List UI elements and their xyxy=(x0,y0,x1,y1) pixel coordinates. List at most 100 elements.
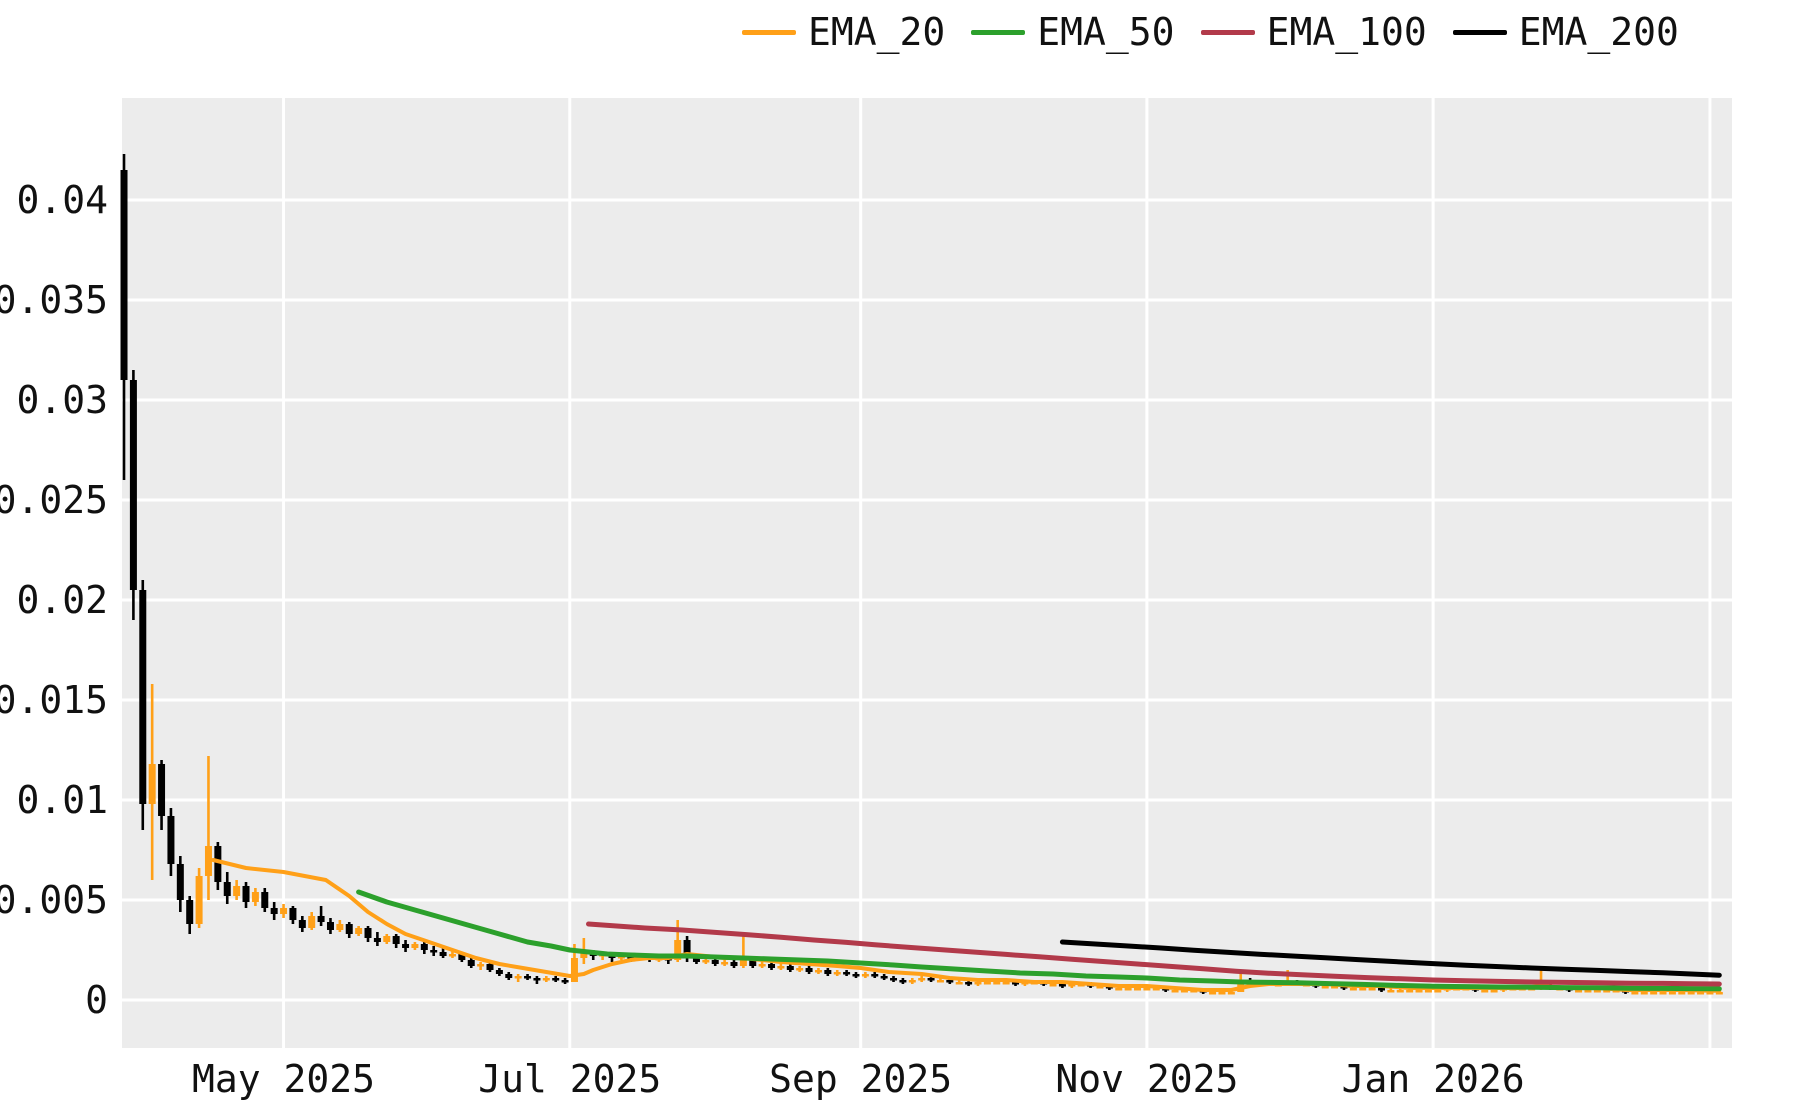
candle-up xyxy=(1406,990,1414,993)
candle-down xyxy=(326,922,334,930)
candle-up xyxy=(702,960,710,963)
legend-label-ema-50: EMA_50 xyxy=(1037,10,1175,54)
legend-item-ema-100: EMA_100 xyxy=(1200,6,1427,58)
x-tick-label: Jan 2026 xyxy=(1342,1057,1525,1100)
candle-up xyxy=(993,982,1001,985)
candle-down xyxy=(890,978,898,981)
candle-down xyxy=(533,978,541,981)
candle-up xyxy=(1481,990,1489,993)
candle-up xyxy=(674,940,682,960)
candle-up xyxy=(739,960,747,966)
y-tick-label: 0.02 xyxy=(16,578,108,622)
candle-up xyxy=(542,978,550,981)
candle-up xyxy=(1631,992,1639,995)
ema-20-swatch-icon xyxy=(742,29,796,35)
x-tick-label: Sep 2025 xyxy=(769,1057,952,1100)
legend-label-ema-100: EMA_100 xyxy=(1266,10,1427,54)
candle-down xyxy=(242,886,250,902)
candle-up xyxy=(1218,992,1226,995)
candle-down xyxy=(458,954,466,960)
candle-up xyxy=(1349,988,1357,991)
candle-up xyxy=(1096,986,1104,989)
candle-down xyxy=(852,974,860,977)
candle-down xyxy=(486,964,494,970)
candle-up xyxy=(1593,990,1601,993)
candle-up xyxy=(570,958,578,982)
candle-down xyxy=(899,980,907,983)
candle-down xyxy=(561,980,569,983)
candle-up xyxy=(355,928,363,934)
candle-down xyxy=(270,908,278,914)
candle-down xyxy=(214,846,222,882)
candle-down xyxy=(786,966,794,970)
y-tick-label: 0.04 xyxy=(16,178,108,222)
candle-up xyxy=(280,908,288,914)
candle-down xyxy=(176,864,184,900)
candle-up xyxy=(1049,984,1057,987)
candle-up xyxy=(777,966,785,969)
candle-down xyxy=(317,916,325,922)
candle-up xyxy=(1697,992,1705,995)
candle-up xyxy=(1415,990,1423,993)
legend-item-ema-20: EMA_20 xyxy=(742,6,945,58)
candle-down xyxy=(768,964,776,968)
x-tick-label: Nov 2025 xyxy=(1055,1057,1238,1100)
candle-up xyxy=(448,954,456,957)
candle-up xyxy=(1659,992,1667,995)
candle-up xyxy=(1687,992,1695,995)
candle-down xyxy=(711,960,719,964)
candle-down xyxy=(683,940,691,958)
candle-up xyxy=(514,976,522,979)
candle-down xyxy=(505,974,513,978)
candle-down xyxy=(167,816,175,864)
candle-up xyxy=(1331,986,1339,989)
candle-up xyxy=(1424,990,1432,993)
candle-down xyxy=(805,968,813,972)
candle-down xyxy=(824,970,832,974)
candle-up xyxy=(195,876,203,924)
candle-down xyxy=(1058,984,1066,987)
ema_50-line xyxy=(356,889,1722,992)
candle-down xyxy=(552,978,560,981)
x-tick-label: Jul 2025 xyxy=(478,1057,661,1100)
candle-up xyxy=(148,764,156,804)
candle-up xyxy=(617,956,625,959)
candle-up xyxy=(204,846,212,876)
candle-up xyxy=(383,936,391,942)
candle-up xyxy=(1002,982,1010,985)
ema_200-line xyxy=(1059,939,1722,978)
candle-up xyxy=(1368,988,1376,991)
candle-up xyxy=(796,968,804,971)
legend-item-ema-200: EMA_200 xyxy=(1452,6,1679,58)
legend-label-ema-20: EMA_20 xyxy=(808,10,946,54)
y-tick-label: 0.005 xyxy=(0,878,108,922)
candle-down xyxy=(129,380,137,590)
candle-down xyxy=(692,958,700,962)
candle-up xyxy=(233,886,241,896)
candle-down xyxy=(223,882,231,896)
candle-up xyxy=(1068,984,1076,987)
candle-down xyxy=(402,944,410,948)
candle-up xyxy=(955,982,963,985)
candle-down xyxy=(880,976,888,979)
candle-up xyxy=(1650,992,1658,995)
candle-up xyxy=(974,982,982,985)
candle-up xyxy=(1134,988,1142,991)
candle-up xyxy=(861,974,869,977)
candle-up xyxy=(1152,988,1160,991)
candle-up xyxy=(1603,990,1611,993)
candle-up xyxy=(1115,988,1123,991)
y-tick-label: 0.035 xyxy=(0,278,108,322)
candle-down xyxy=(467,960,475,966)
y-tick-label: 0.01 xyxy=(16,778,108,822)
candle-down xyxy=(439,952,447,956)
candle-up xyxy=(1143,988,1151,991)
candle-down xyxy=(373,938,381,942)
candle-up xyxy=(1575,990,1583,993)
candle-down xyxy=(392,936,400,944)
candle-up xyxy=(918,978,926,981)
legend: EMA_20 EMA_50 EMA_100 EMA_200 xyxy=(742,6,1679,58)
candle-down xyxy=(158,764,166,816)
candle-up xyxy=(983,982,991,985)
